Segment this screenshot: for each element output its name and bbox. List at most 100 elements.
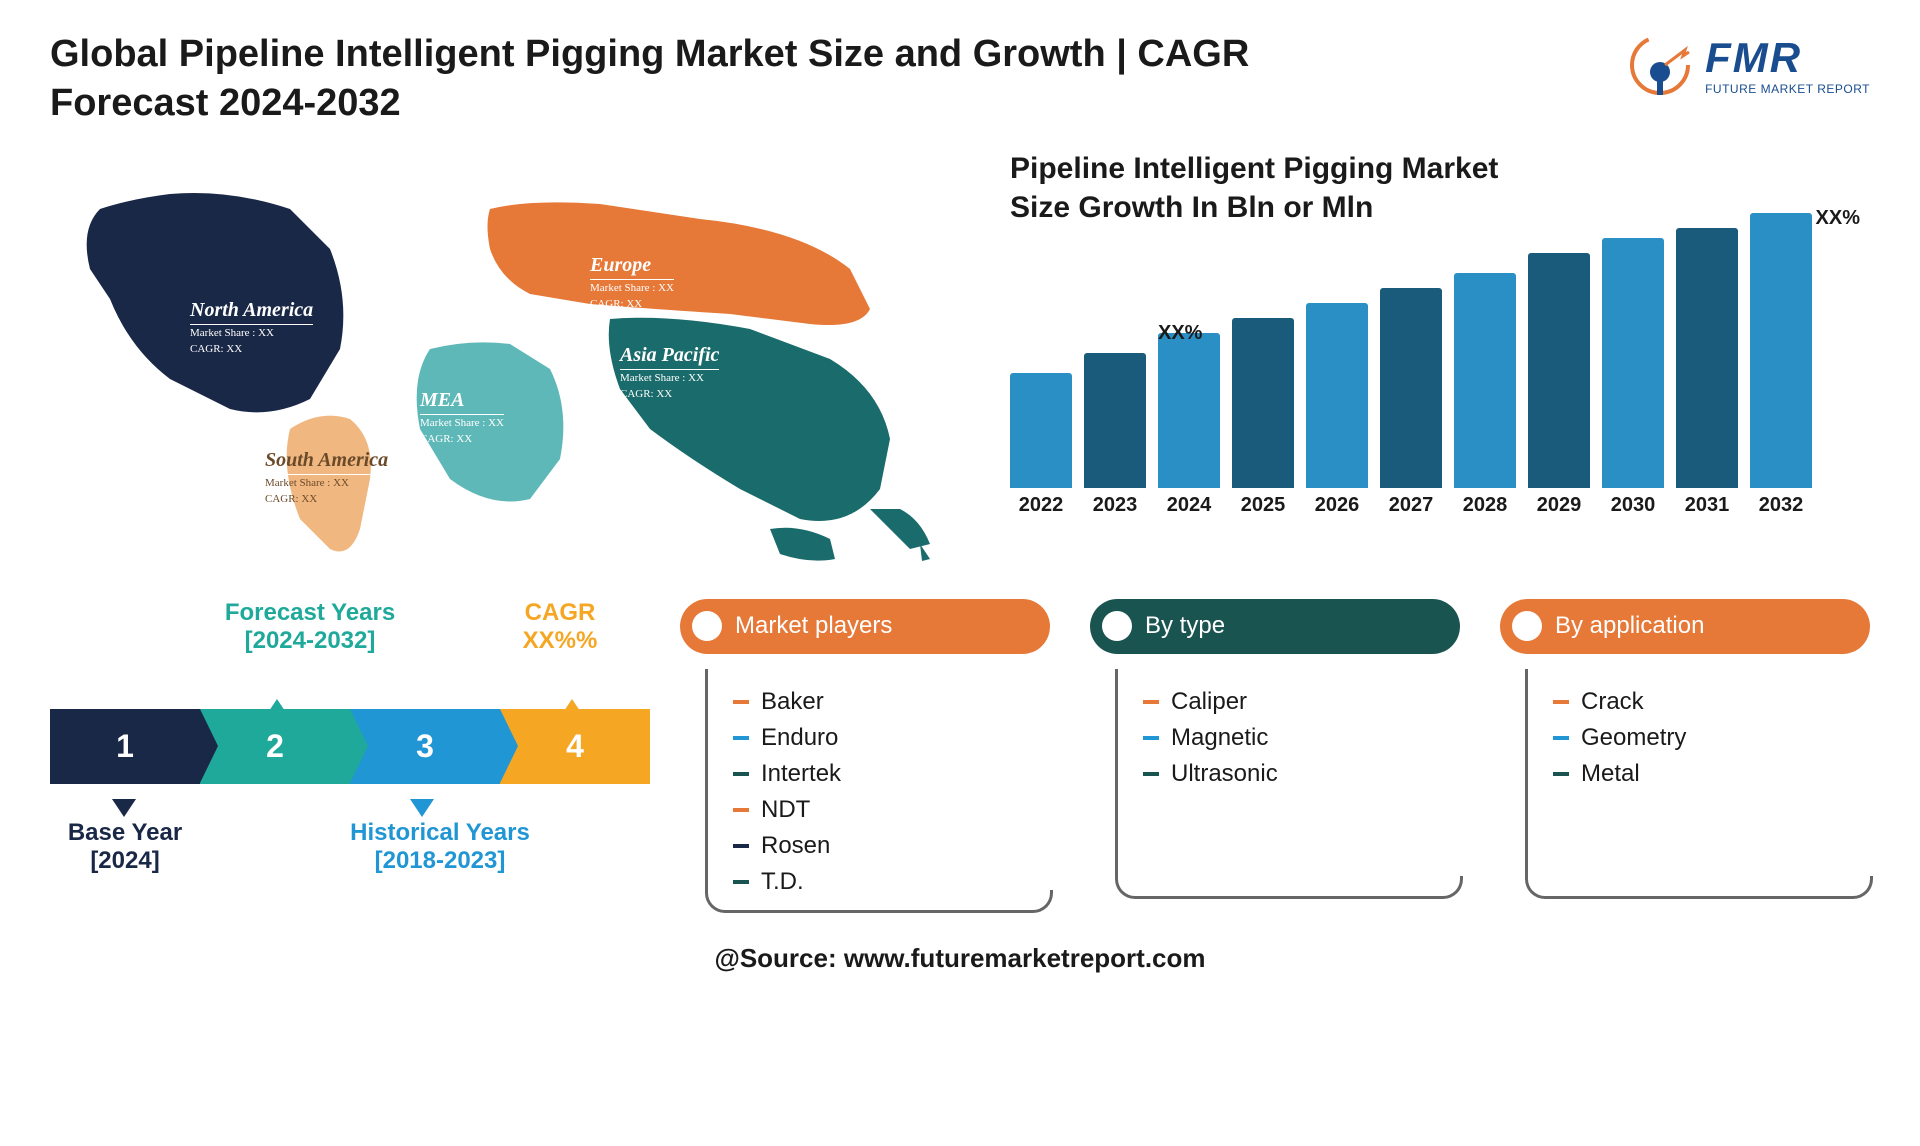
dash-icon: [733, 772, 749, 776]
pill-column: By type Caliper Magnetic Ultrasonic: [1090, 599, 1460, 913]
growth-bar-chart: Pipeline Intelligent Pigging Market Size…: [1010, 149, 1870, 569]
dash-icon: [733, 844, 749, 848]
map-region-label: MEAMarket Share : XXCAGR: XX: [420, 389, 504, 445]
dash-icon: [733, 808, 749, 812]
list-item: Enduro: [733, 720, 1035, 756]
dash-icon: [733, 700, 749, 704]
bar-year-label: 2024: [1167, 494, 1212, 517]
bar-item: 2030: [1602, 238, 1664, 517]
bar-year-label: 2027: [1389, 494, 1434, 517]
list-item-text: Crack: [1581, 688, 1644, 716]
map-region-label: EuropeMarket Share : XXCAGR: XX: [590, 254, 674, 310]
pill-list: Caliper Magnetic Ultrasonic: [1143, 684, 1445, 792]
timeline: Forecast Years[2024-2032] CAGRXX%% 1234 …: [50, 599, 650, 913]
list-item-text: NDT: [761, 796, 810, 824]
pill-bracket: Baker Enduro Intertek NDT Rosen T.D.: [705, 669, 1050, 913]
base-year-label: Base Year[2024]: [50, 819, 200, 875]
base-arrow-icon: [112, 799, 136, 817]
bar-item: 2023: [1084, 353, 1146, 517]
pill-header: By type: [1090, 599, 1460, 654]
bar-rect: [1454, 273, 1516, 488]
fmr-logo-icon: [1625, 30, 1695, 100]
list-item-text: Caliper: [1171, 688, 1247, 716]
pill-header: By application: [1500, 599, 1870, 654]
bar-rect: [1676, 228, 1738, 488]
dash-icon: [1553, 700, 1569, 704]
timeline-segment: 4: [500, 709, 650, 784]
list-item: Rosen: [733, 828, 1035, 864]
bar-rect: [1084, 353, 1146, 488]
list-item: Magnetic: [1143, 720, 1445, 756]
list-item: Caliper: [1143, 684, 1445, 720]
pill-list: Baker Enduro Intertek NDT Rosen T.D.: [733, 684, 1035, 900]
world-map: North AmericaMarket Share : XXCAGR: XX So…: [50, 149, 970, 569]
map-region-label: North AmericaMarket Share : XXCAGR: XX: [190, 299, 313, 355]
bar-item: 2024: [1158, 333, 1220, 517]
logo-sub-text: FUTURE MARKET REPORT: [1705, 82, 1870, 96]
map-region-label: South AmericaMarket Share : XXCAGR: XX: [265, 449, 388, 505]
pill-header: Market players: [680, 599, 1050, 654]
list-item-text: Rosen: [761, 832, 830, 860]
list-item-text: Enduro: [761, 724, 838, 752]
dash-icon: [1143, 772, 1159, 776]
list-item-text: Geometry: [1581, 724, 1686, 752]
bar-item: 2022: [1010, 373, 1072, 517]
map-region-label: Asia PacificMarket Share : XXCAGR: XX: [620, 344, 719, 400]
dash-icon: [1143, 736, 1159, 740]
pill-list: Crack Geometry Metal: [1553, 684, 1855, 792]
list-item-text: Intertek: [761, 760, 841, 788]
list-item: T.D.: [733, 864, 1035, 900]
list-item: Ultrasonic: [1143, 756, 1445, 792]
bar-rect: [1158, 333, 1220, 488]
list-item-text: Metal: [1581, 760, 1640, 788]
list-item-text: Magnetic: [1171, 724, 1268, 752]
forecast-years-label: Forecast Years[2024-2032]: [210, 599, 410, 655]
list-item-text: Ultrasonic: [1171, 760, 1278, 788]
hist-arrow-icon: [410, 799, 434, 817]
bar-year-label: 2032: [1759, 494, 1804, 517]
pill-bracket: Caliper Magnetic Ultrasonic: [1115, 669, 1460, 899]
bar-rect: [1602, 238, 1664, 488]
list-item: Metal: [1553, 756, 1855, 792]
dash-icon: [733, 880, 749, 884]
bar-item: 2028: [1454, 273, 1516, 517]
dash-icon: [1553, 772, 1569, 776]
dash-icon: [1553, 736, 1569, 740]
bar-year-label: 2022: [1019, 494, 1064, 517]
pct-label-2032: XX%: [1816, 207, 1860, 230]
list-item: Crack: [1553, 684, 1855, 720]
source-attribution: @Source: www.futuremarketreport.com: [50, 943, 1870, 974]
list-item: NDT: [733, 792, 1035, 828]
page-title: Global Pipeline Intelligent Pigging Mark…: [50, 30, 1350, 129]
bar-item: 2027: [1380, 288, 1442, 517]
bar-item: 2031: [1676, 228, 1738, 517]
bar-rect: [1010, 373, 1072, 488]
bar-rect: [1750, 213, 1812, 488]
chart-title: Pipeline Intelligent Pigging Market Size…: [1010, 149, 1510, 227]
pct-label-2024: XX%: [1158, 322, 1202, 345]
bar-year-label: 2023: [1093, 494, 1138, 517]
logo-main-text: FMR: [1705, 34, 1870, 82]
bar-rect: [1306, 303, 1368, 488]
pill-column: By application Crack Geometry Metal: [1500, 599, 1870, 913]
bar-rect: [1528, 253, 1590, 488]
historical-years-label: Historical Years[2018-2023]: [330, 819, 550, 875]
list-item-text: Baker: [761, 688, 824, 716]
pill-bracket: Crack Geometry Metal: [1525, 669, 1870, 899]
bar-rect: [1380, 288, 1442, 488]
bar-year-label: 2025: [1241, 494, 1286, 517]
cagr-label: CAGRXX%%: [500, 599, 620, 655]
bar-rect: [1232, 318, 1294, 488]
timeline-segment: 2: [200, 709, 350, 784]
timeline-segment: 3: [350, 709, 500, 784]
bar-year-label: 2029: [1537, 494, 1582, 517]
bar-year-label: 2030: [1611, 494, 1656, 517]
bar-item: 2025: [1232, 318, 1294, 517]
bar-item: 2032: [1750, 213, 1812, 517]
dash-icon: [733, 736, 749, 740]
bar-year-label: 2026: [1315, 494, 1360, 517]
list-item-text: T.D.: [761, 868, 804, 896]
list-item: Baker: [733, 684, 1035, 720]
bar-item: 2026: [1306, 303, 1368, 517]
bar-item: 2029: [1528, 253, 1590, 517]
